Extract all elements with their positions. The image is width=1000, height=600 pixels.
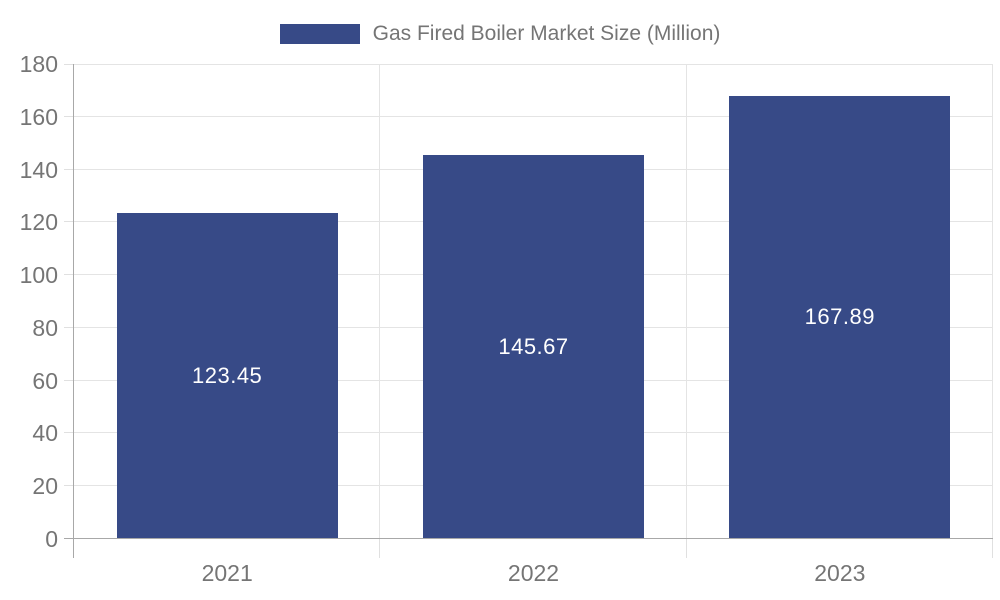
y-axis-label-180: 180 [19, 51, 58, 77]
x-axis-line [64, 538, 993, 539]
y-axis-label-80: 80 [32, 314, 58, 341]
y-axis-label-140: 140 [19, 156, 58, 183]
y-axis-tick-180 [64, 64, 74, 65]
x-axis-label-2021: 2021 [201, 560, 253, 586]
gridline-x-2 [685, 64, 687, 539]
legend-label: Gas Fired Boiler Market Size (Million) [372, 22, 721, 45]
y-axis-tick-20 [64, 485, 74, 487]
x-axis-label-2023: 2023 [814, 560, 866, 586]
bar-value-label-2022: 145.67 [498, 333, 569, 359]
legend-swatch [279, 24, 360, 44]
bar-2022[interactable]: 145.67 [423, 154, 644, 539]
gridline-x-3 [992, 64, 993, 539]
y-axis-tick-100 [64, 274, 74, 276]
gridline-x-1 [379, 64, 381, 539]
y-axis-tick-80 [64, 326, 74, 328]
y-axis-label-0: 0 [45, 526, 58, 552]
y-axis-label-40: 40 [32, 420, 58, 447]
y-axis-line [73, 64, 74, 558]
gridline-y-180 [74, 64, 993, 65]
y-axis-label-20: 20 [32, 473, 58, 500]
y-axis-tick-140 [64, 168, 74, 170]
bar-2023[interactable]: 167.89 [729, 95, 951, 539]
y-axis-tick-40 [64, 432, 74, 434]
x-axis-tick-3 [992, 539, 993, 558]
x-axis-tick-2 [685, 539, 687, 558]
bar-value-label-2021: 123.45 [192, 363, 263, 389]
y-axis-tick-120 [64, 221, 74, 223]
bar-2021[interactable]: 123.45 [116, 213, 338, 539]
y-axis-label-160: 160 [19, 103, 58, 130]
y-axis-label-100: 100 [19, 262, 58, 289]
x-axis-tick-1 [379, 539, 381, 558]
plot-area: 123.45 145.67 167.89 [74, 64, 993, 539]
gridline-y-160 [74, 115, 993, 117]
bar-value-label-2023: 167.89 [804, 304, 875, 330]
y-axis-label-120: 120 [19, 209, 58, 236]
y-axis-label-60: 60 [32, 367, 58, 394]
legend[interactable]: Gas Fired Boiler Market Size (Million) [0, 22, 1000, 46]
y-axis-tick-160 [64, 115, 74, 117]
y-axis-tick-60 [64, 379, 74, 381]
x-axis-label-2022: 2022 [507, 560, 560, 586]
